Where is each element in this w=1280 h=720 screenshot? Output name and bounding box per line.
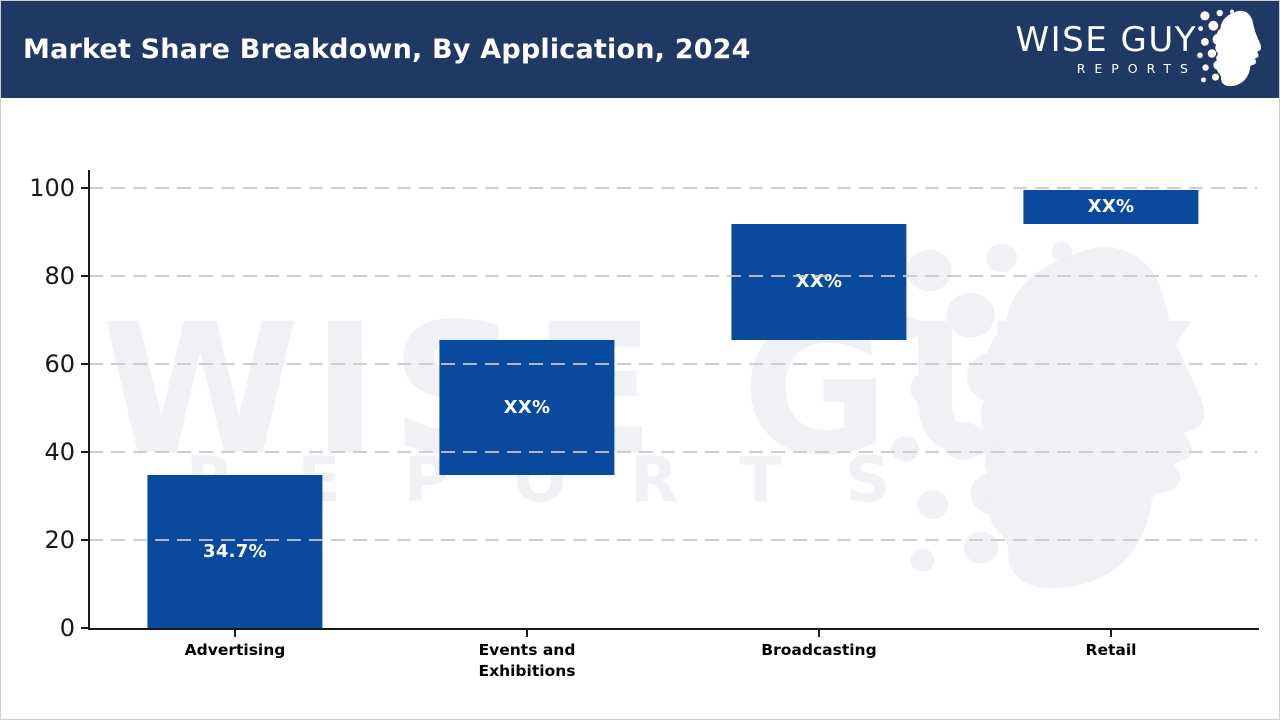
brand-subtitle: REPORTS xyxy=(1076,61,1197,77)
plot-area: 34.7% XX% XX% XX% xyxy=(89,170,1257,628)
y-tick-label-20: 20 xyxy=(44,526,75,554)
x-category-label: Broadcasting xyxy=(761,641,877,659)
x-axis-spine xyxy=(88,628,1259,630)
bar-events-and-exhibitions: XX% xyxy=(439,339,615,475)
y-tick-mark-40 xyxy=(81,451,88,453)
bar-value-label: 34.7% xyxy=(203,541,267,563)
x-axis: Advertising Events and Exhibitions Broadca… xyxy=(89,640,1257,700)
bar-value-label: XX% xyxy=(1087,196,1135,218)
y-axis-spine xyxy=(88,170,90,630)
y-tick-label-60: 60 xyxy=(44,350,75,378)
y-tick-mark-0 xyxy=(81,627,88,629)
gridline-60 xyxy=(89,363,1257,365)
y-tick-mark-100 xyxy=(81,187,88,189)
x-category-label: Advertising xyxy=(184,641,286,659)
y-tick-label-0: 0 xyxy=(59,614,75,642)
gridline-80 xyxy=(89,275,1257,277)
x-tick-mark-3 xyxy=(1110,630,1112,637)
x-tick-mark-0 xyxy=(234,630,236,637)
gridline-40 xyxy=(89,451,1257,453)
y-tick-mark-20 xyxy=(81,539,88,541)
gridline-20 xyxy=(89,539,1257,541)
bar-value-label: XX% xyxy=(503,396,551,418)
chart-title: Market Share Breakdown, By Application, … xyxy=(23,34,751,65)
bar-broadcasting: XX% xyxy=(731,224,907,340)
y-tick-mark-80 xyxy=(81,275,88,277)
x-tick-mark-1 xyxy=(526,630,528,637)
bar-advertising: 34.7% xyxy=(147,475,323,628)
header-bar: Market Share Breakdown, By Application, … xyxy=(1,1,1279,98)
gridline-100 xyxy=(89,187,1257,189)
brand-name: WISE GUY xyxy=(1015,20,1197,61)
chart-area: WISE GUY REPORTS 34.7% XX% XX% XX% 0 20 40 60 8… xyxy=(1,98,1279,719)
x-category-label: Events and Exhibitions xyxy=(478,641,576,680)
brand-logo: WISE GUY REPORTS xyxy=(1015,6,1271,94)
y-tick-mark-60 xyxy=(81,363,88,365)
x-tick-mark-2 xyxy=(818,630,820,637)
y-axis: 0 20 40 60 80 100 xyxy=(1,170,79,642)
y-tick-label-100: 100 xyxy=(29,174,75,202)
y-tick-label-40: 40 xyxy=(44,438,75,466)
x-category-label: Retail xyxy=(1085,641,1137,659)
brand-face-icon xyxy=(1197,9,1262,86)
y-tick-label-80: 80 xyxy=(44,262,75,290)
bar-retail: XX% xyxy=(1023,189,1199,225)
brand-logo-text: WISE GUY REPORTS xyxy=(1015,23,1197,76)
